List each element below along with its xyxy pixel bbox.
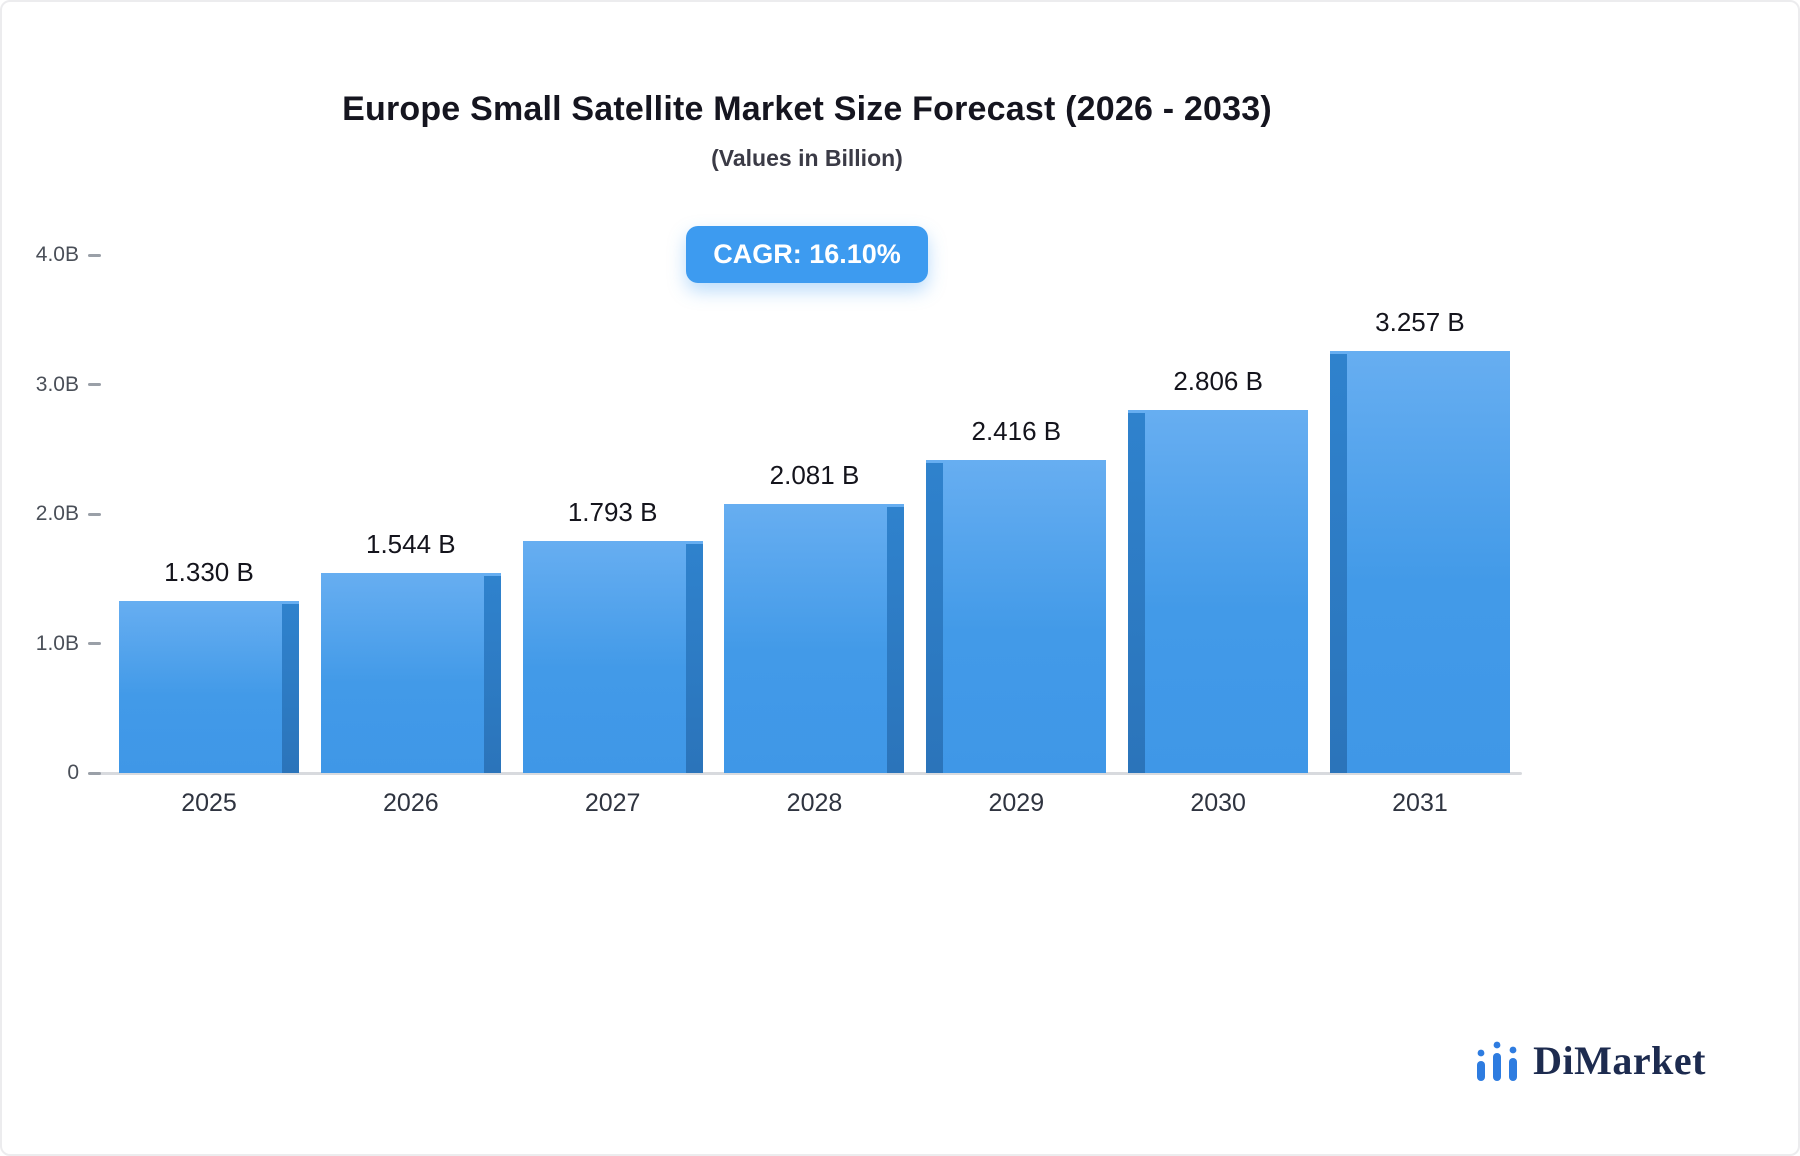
x-axis-label: 2026 [383,789,439,817]
bar-side-face [685,543,703,773]
bar-group: 1.793 B [522,255,703,773]
chart-subtitle: (Values in Billion) [711,145,903,171]
bar-value-label: 1.544 B [366,529,456,560]
bar-value-label: 2.416 B [971,416,1062,447]
y-axis-tick-mark [88,512,101,516]
bar-group: 3.257 B [1329,255,1510,773]
chart-header: Europe Small Satellite Market Size Forec… [2,2,1612,172]
bar-group: 1.330 B [119,255,299,773]
bar-side-face [1128,412,1146,773]
y-axis-tick: 2.0B [35,502,101,526]
bar-side-face [1329,354,1347,773]
x-axis-label: 2031 [1392,789,1448,817]
x-axis-label: 2029 [988,789,1045,817]
x-axis-label: 2028 [786,789,843,817]
x-axis-label: 2025 [181,789,237,817]
y-axis-tick-label: 1.0B [35,631,79,655]
bar-value-label: 3.257 B [1375,307,1465,338]
chart-title: Europe Small Satellite Market Size Forec… [342,90,1272,128]
bar [724,503,905,773]
bar [320,573,501,773]
y-axis-tick-mark [88,253,101,257]
plot-area: 1.330 B 1.544 B 1.793 B 2.081 B 2.416 B 2.806… [36,243,1522,817]
y-axis-tick-mark [88,771,101,775]
bar [1128,409,1309,773]
cagr-badge: CAGR: 16.10% [686,226,928,283]
y-axis-tick-label: 3.0B [35,372,79,396]
bar [119,600,299,773]
y-axis-tick-label: 4.0B [35,243,79,266]
bar-value-label: 1.330 B [164,556,254,587]
bar-side-face [282,603,299,773]
y-axis-tick-mark [88,642,101,645]
x-axis-line [97,772,1522,775]
y-axis-tick-mark [88,383,101,386]
y-axis-tick: 0 [35,761,101,785]
logo-text: DiMarket [1533,1038,1706,1083]
bar-chart-icon [1477,1041,1518,1081]
bar-value-label: 2.081 B [769,459,860,490]
bar-side-face [887,506,905,773]
bar-group: 2.806 B [1128,255,1309,773]
bar [522,540,703,773]
y-axis-tick-label: 2.0B [35,502,79,525]
cagr-badge-row: CAGR: 16.10% [2,226,1612,283]
bar-value-label: 2.806 B [1173,365,1263,396]
dimarket-logo: DiMarket [1473,1037,1706,1084]
bar [1329,351,1510,773]
bar [926,460,1107,773]
y-axis-tick: 1.0B [35,632,101,656]
bar-group: 1.544 B [320,255,501,773]
bar-side-face [926,463,944,773]
bar-group: 2.416 B [926,255,1107,773]
bars: 1.330 B 1.544 B 1.793 B 2.081 B 2.416 B 2.806… [107,255,1522,773]
y-axis-tick: 4.0B [35,243,101,267]
x-axis-labels: 2025 2026 2027 2028 2029 2030 2031 [107,789,1522,818]
bar-value-label: 1.793 B [567,496,658,527]
y-axis-tick-label: 0 [67,761,79,784]
bar-group: 2.081 B [724,255,905,773]
y-axis-tick: 3.0B [35,373,101,397]
x-axis-label: 2030 [1190,789,1246,817]
bar-side-face [483,576,501,773]
x-axis-label: 2027 [584,789,641,817]
